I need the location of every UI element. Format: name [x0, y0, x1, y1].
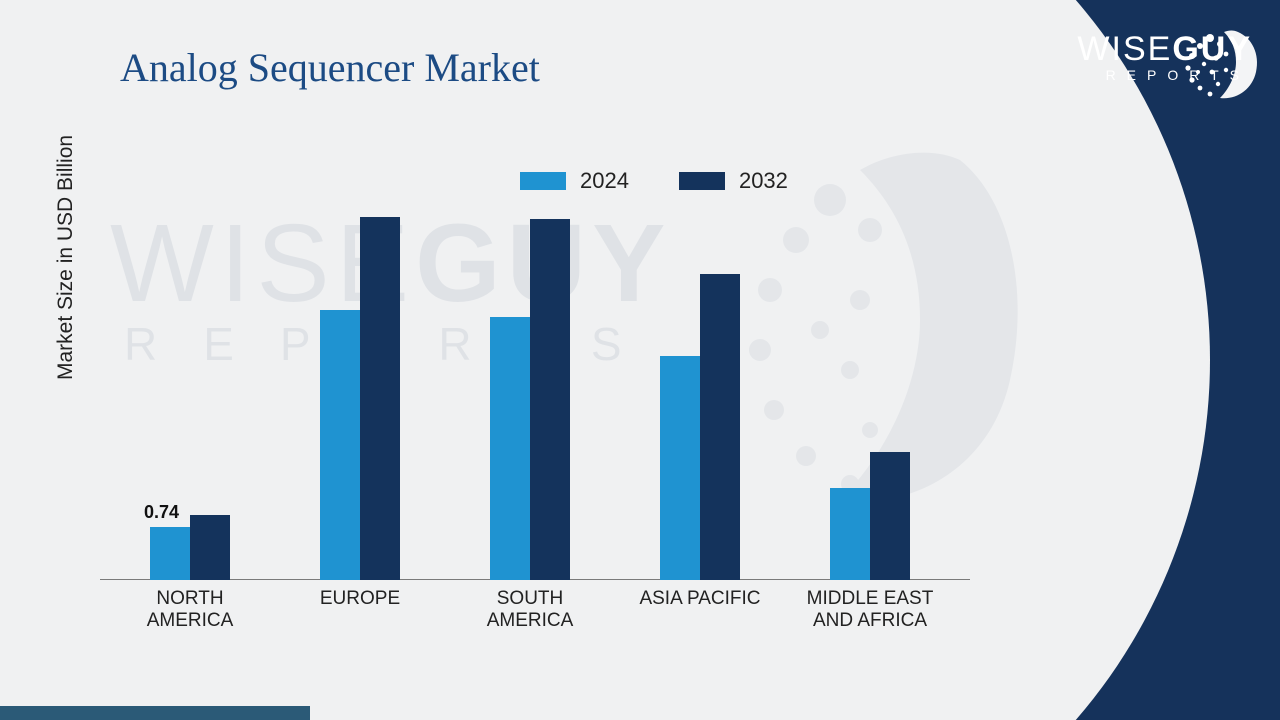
- legend-label-2024: 2024: [580, 168, 629, 194]
- brand-text-wise: WISE: [1077, 30, 1172, 68]
- bar: [660, 356, 700, 580]
- brand-text-reports: REPORTS: [1077, 67, 1252, 83]
- legend-item-2032: 2032: [679, 168, 788, 194]
- brand-logo: WISEGUY REPORTS: [1077, 30, 1252, 83]
- bar: [190, 515, 230, 580]
- legend-swatch-2032: [679, 172, 725, 190]
- chart-title: Analog Sequencer Market: [120, 44, 540, 91]
- legend-label-2032: 2032: [739, 168, 788, 194]
- value-annotation: 0.74: [144, 502, 179, 523]
- bar: [700, 274, 740, 580]
- legend-swatch-2024: [520, 172, 566, 190]
- bar: [360, 217, 400, 580]
- bottom-accent-bar: [0, 706, 310, 720]
- brand-text-guy: GUY: [1172, 30, 1252, 68]
- x-axis-label: MIDDLE EAST AND AFRICA: [800, 588, 940, 633]
- x-axis-label: ASIA PACIFIC: [630, 588, 770, 610]
- bar: [150, 527, 190, 580]
- bar: [490, 317, 530, 580]
- bar: [530, 219, 570, 580]
- y-axis-label: Market Size in USD Billion: [54, 135, 78, 380]
- legend-item-2024: 2024: [520, 168, 629, 194]
- chart-plot-area: 0.74: [100, 210, 970, 580]
- x-axis-label: SOUTH AMERICA: [460, 588, 600, 633]
- legend: 2024 2032: [520, 168, 788, 194]
- bar: [320, 310, 360, 580]
- bar: [870, 452, 910, 580]
- x-axis-label: EUROPE: [290, 588, 430, 610]
- x-axis-label: NORTH AMERICA: [120, 588, 260, 633]
- bar: [830, 488, 870, 581]
